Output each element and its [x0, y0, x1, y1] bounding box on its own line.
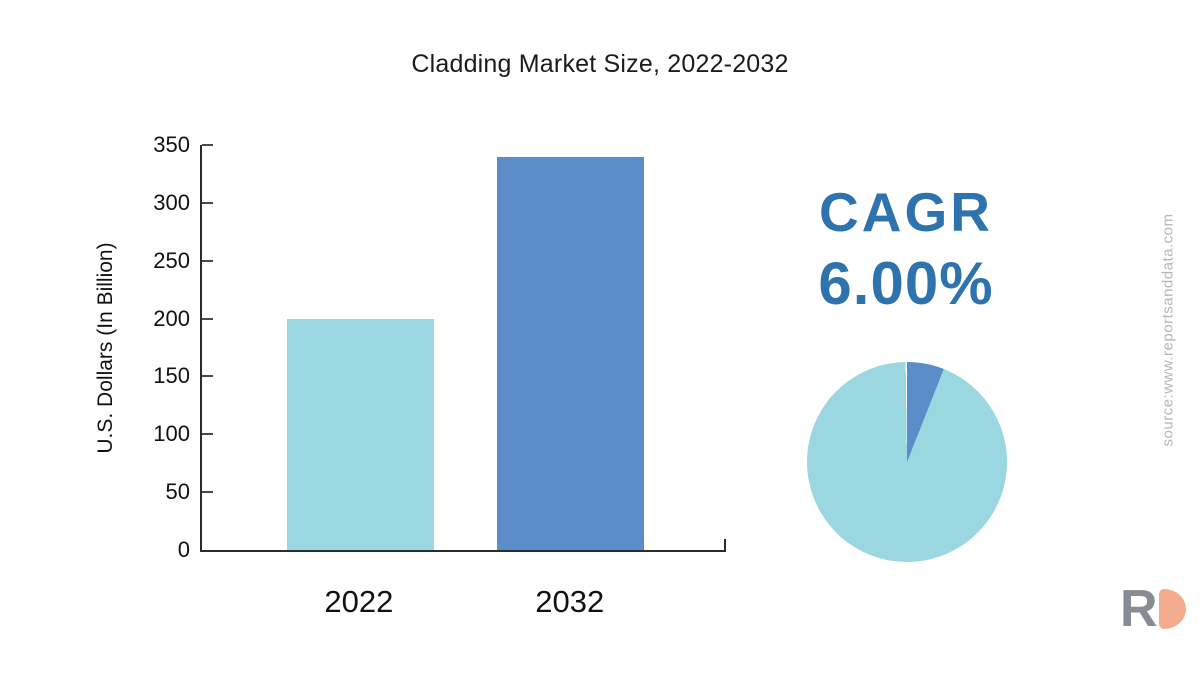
cagr-value: 6.00%: [818, 249, 994, 317]
bar-2032: [496, 156, 644, 550]
y-axis-tick-label: 200: [153, 305, 190, 331]
y-axis-tick-label: 50: [165, 479, 190, 505]
y-axis-tick: [202, 491, 213, 494]
rd-logo: R: [1120, 580, 1186, 638]
y-axis-tick: [202, 201, 213, 204]
chart-title: Cladding Market Size, 2022-2032: [411, 50, 789, 78]
y-axis-title: U.S. Dollars (In Billion): [94, 242, 117, 454]
x-axis-endcap: [724, 539, 726, 550]
y-axis-tick-label: 350: [153, 132, 190, 157]
y-axis-tick-label: 0: [177, 537, 190, 562]
logo-letter-r: R: [1120, 580, 1158, 638]
x-axis-labels: 2022 2032: [200, 584, 726, 624]
y-axis-tick: [202, 259, 213, 262]
cagr-annotation: CAGR 6.00%: [818, 181, 994, 317]
x-axis-label-2022: 2022: [324, 584, 394, 619]
source-note: source:www.reportsanddata.com: [1159, 213, 1177, 447]
pie-chart: [807, 362, 1007, 562]
y-axis-tick-label: 300: [153, 189, 190, 215]
y-axis-tick-label: 100: [153, 421, 190, 447]
bar-2022: [286, 318, 434, 550]
y-axis-tick: [202, 317, 213, 320]
y-axis-tick: [202, 375, 213, 378]
y-axis-tick: [202, 433, 213, 436]
y-axis-tick-label: 250: [153, 247, 190, 273]
cagr-label: CAGR: [819, 181, 993, 243]
y-axis-tick: [202, 144, 213, 146]
logo-d-shape-icon: [1158, 589, 1186, 629]
x-axis-label-2032: 2032: [535, 584, 605, 619]
y-axis-tick-label: 150: [153, 363, 190, 389]
plot-area: 0 50 100 150 200 250 300 350: [153, 132, 726, 562]
